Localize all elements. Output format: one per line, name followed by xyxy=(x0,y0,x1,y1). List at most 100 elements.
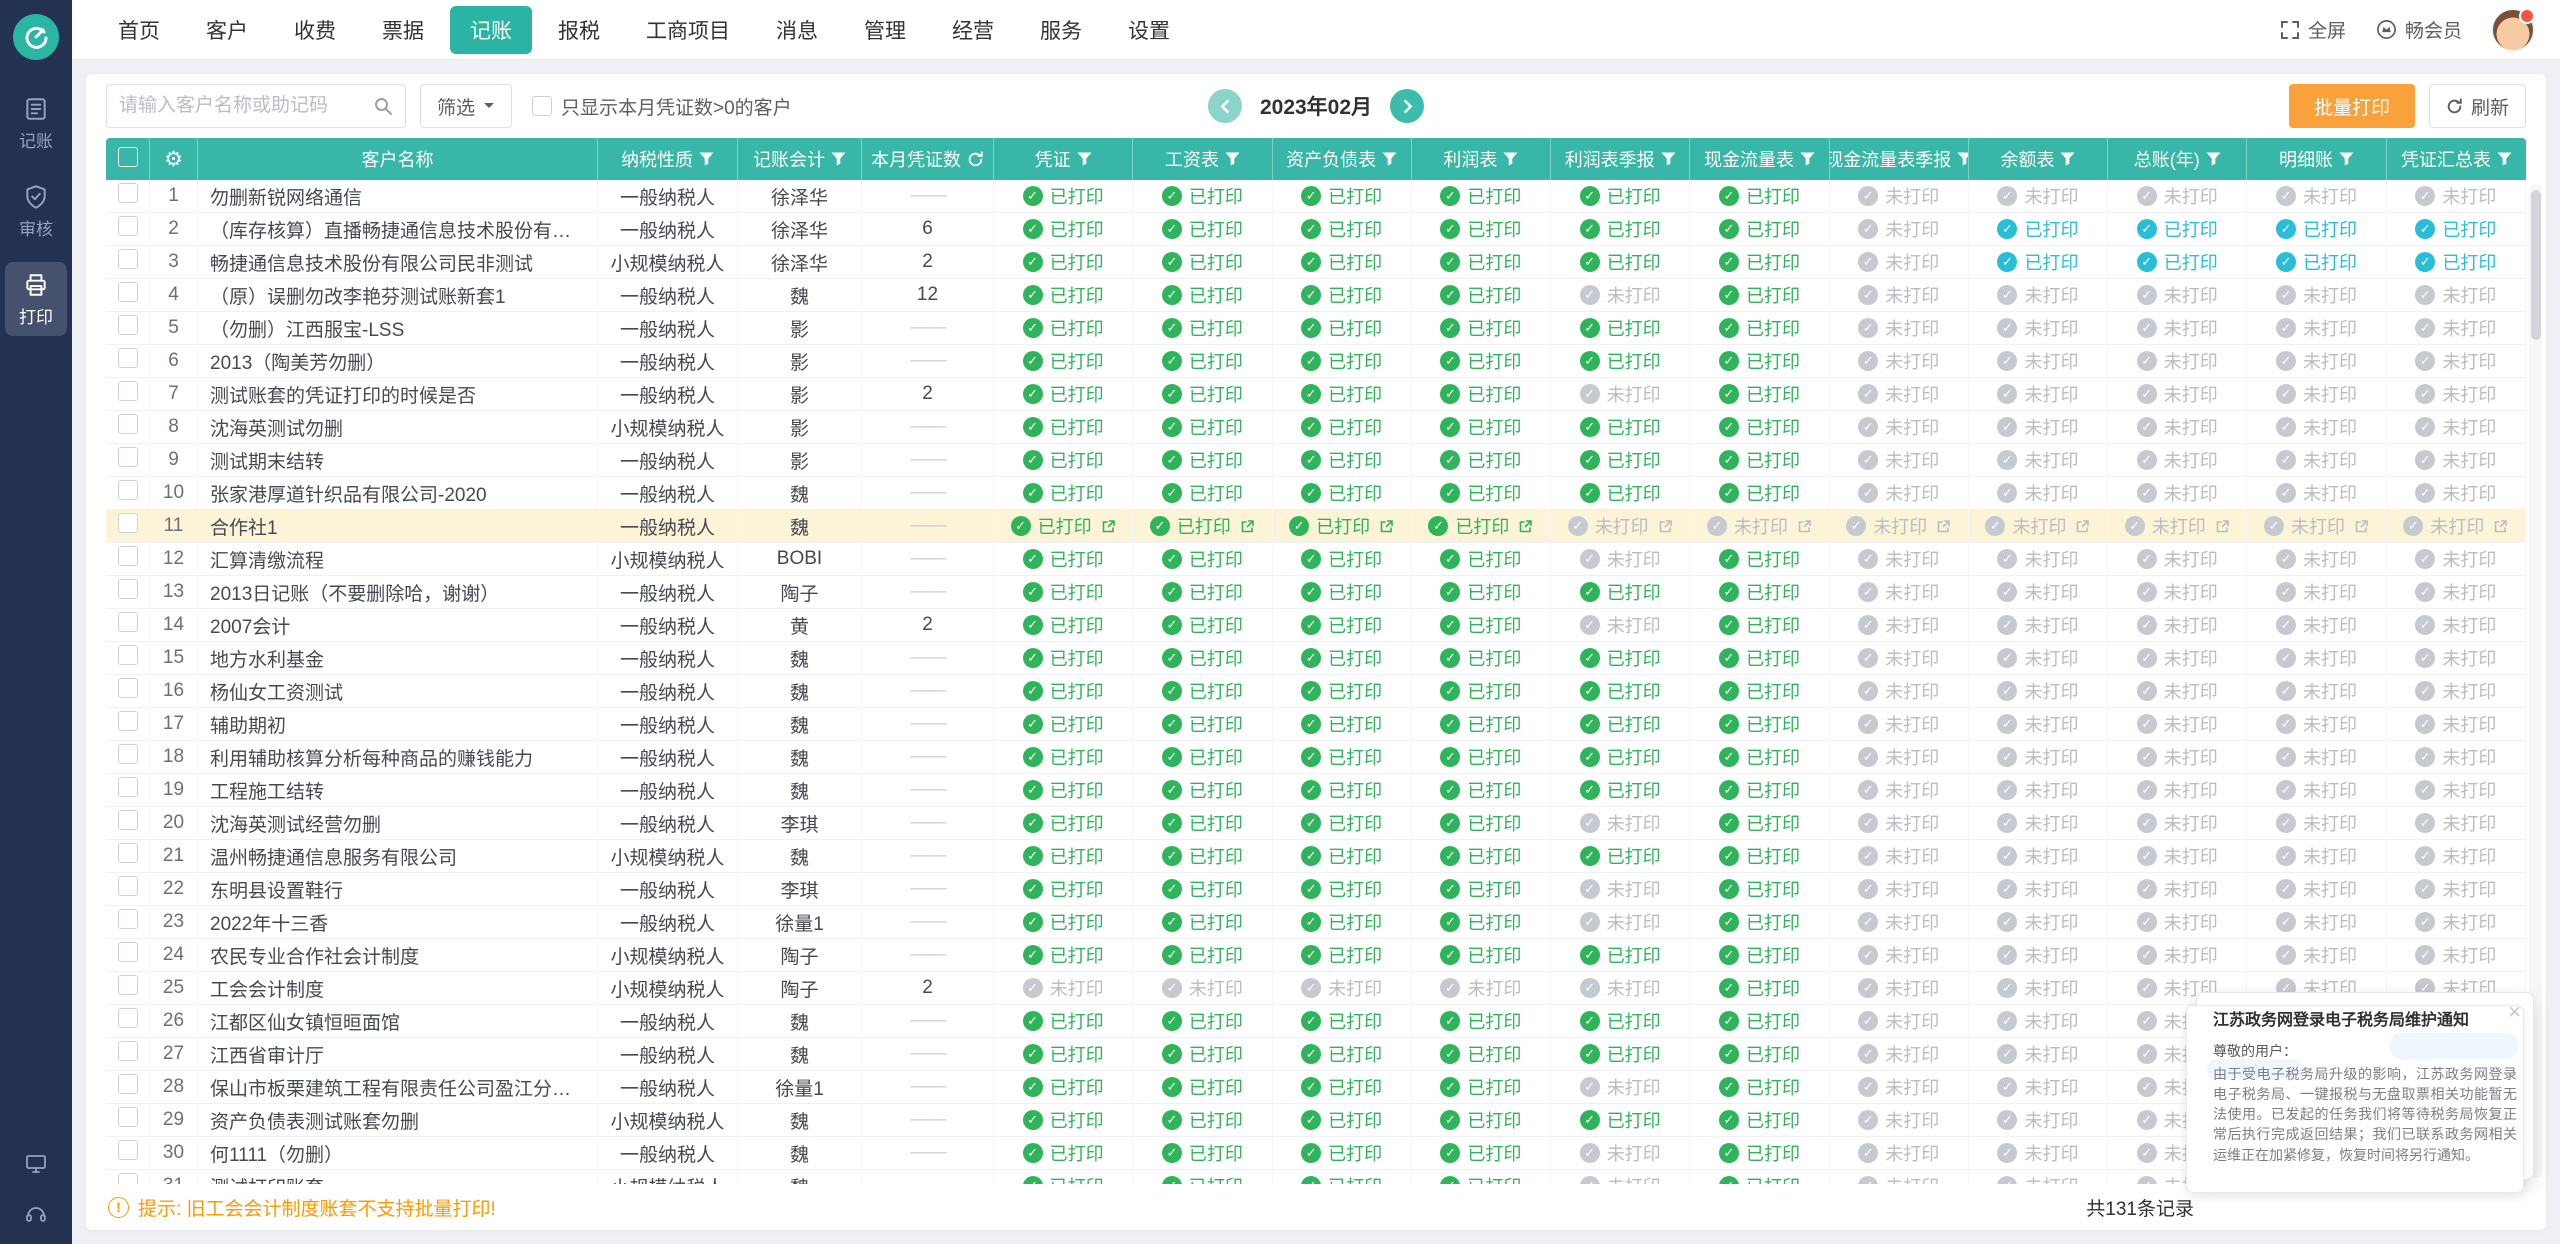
column-header-17[interactable]: 凭证汇总表 xyxy=(2386,138,2526,180)
table-row[interactable]: 18 利用辅助核算分析每种商品的赚钱能力 一般纳税人魏 —— ✓ 已打印 ✓ 已打印 ✓ 已打印 ✓… xyxy=(106,741,2526,774)
column-header-7[interactable]: 凭证 xyxy=(994,138,1134,180)
print-status-badge[interactable]: ✓ 已打印 xyxy=(1149,513,1255,539)
print-status-badge[interactable]: ✓ 已打印 xyxy=(1022,1008,1104,1034)
print-status-badge[interactable]: ✓ 已打印 xyxy=(1301,546,1382,572)
print-status-badge[interactable]: ✓ 未打印 xyxy=(2415,183,2496,209)
print-status-badge[interactable]: ✓ 未打印 xyxy=(1579,381,1661,407)
print-status-badge[interactable]: ✓ 已打印 xyxy=(1161,876,1243,902)
print-status-badge[interactable]: ✓ 已打印 xyxy=(1301,777,1382,803)
print-status-badge[interactable]: ✓ 已打印 xyxy=(1301,1173,1382,1184)
table-row[interactable]: 4 （原）误删勿改李艳芬测试账新套1 一般纳税人魏 12 ✓ 已打印 ✓ 已打印 ✓ 已打印 ✓ 已打… xyxy=(106,279,2526,312)
column-header-8[interactable]: 工资表 xyxy=(1133,138,1273,180)
print-status-badge[interactable]: ✓ 已打印 xyxy=(1161,744,1243,770)
print-status-badge[interactable]: ✓ 已打印 xyxy=(1579,315,1661,341)
print-status-badge[interactable]: ✓ 未打印 xyxy=(1579,975,1661,1001)
print-status-badge[interactable]: ✓ 未打印 xyxy=(1997,1140,2078,1166)
nav-item-6[interactable]: 报税 xyxy=(558,19,600,43)
print-status-badge[interactable]: ✓ 未打印 xyxy=(2124,513,2230,539)
print-status-badge[interactable]: ✓ 已打印 xyxy=(1022,579,1104,605)
print-status-badge[interactable]: ✓ 已打印 xyxy=(1440,546,1521,572)
table-row[interactable]: 17 辅助期初 一般纳税人魏 —— ✓ 已打印 ✓ 已打印 ✓ 已打印 ✓ 已打印 ✓ 已打印 ✓ 已打印 ✓ 未… xyxy=(106,708,2526,741)
print-status-badge[interactable]: ✓ 未打印 xyxy=(1579,810,1661,836)
print-status-badge[interactable]: ✓ 已打印 xyxy=(1440,183,1521,209)
print-status-badge[interactable]: ✓ 未打印 xyxy=(2136,909,2218,935)
row-checkbox-cell[interactable] xyxy=(106,1104,150,1137)
print-status-badge[interactable]: ✓ 未打印 xyxy=(1997,381,2078,407)
next-month-button[interactable] xyxy=(1390,89,1425,123)
print-status-badge[interactable]: ✓ 已打印 xyxy=(1440,612,1521,638)
print-status-badge[interactable]: ✓ 未打印 xyxy=(2276,909,2357,935)
print-status-badge[interactable]: ✓ 已打印 xyxy=(1440,1107,1521,1133)
app-logo-icon[interactable] xyxy=(13,14,59,60)
row-checkbox[interactable] xyxy=(117,678,138,698)
print-status-badge[interactable]: ✓ 未打印 xyxy=(2136,414,2218,440)
print-status-badge[interactable]: ✓ 已打印 xyxy=(1718,942,1800,968)
refresh-icon[interactable] xyxy=(967,150,984,168)
print-status-badge[interactable]: ✓ 已打印 xyxy=(1161,1107,1243,1133)
only-with-vouchers-checkbox[interactable]: 只显示本月凭证数>0的客户 xyxy=(532,93,792,120)
print-status-badge[interactable]: ✓ 已打印 xyxy=(1440,315,1521,341)
print-status-badge[interactable]: ✓ 未打印 xyxy=(2276,579,2357,605)
print-status-badge[interactable]: ✓ 已打印 xyxy=(1022,216,1104,242)
print-status-badge[interactable]: ✓ 已打印 xyxy=(1022,744,1104,770)
nav-item-8[interactable]: 消息 xyxy=(776,19,818,43)
print-status-badge[interactable]: ✓ 未打印 xyxy=(1858,810,1939,836)
print-status-badge[interactable]: ✓ 未打印 xyxy=(1858,315,1939,341)
print-status-badge[interactable]: ✓ 已打印 xyxy=(1161,381,1243,407)
print-status-badge[interactable]: ✓ 未打印 xyxy=(2276,876,2357,902)
table-row[interactable]: 10 张家港厚道针织品有限公司-2020 一般纳税人魏 —— ✓ 已打印 ✓ 已打印 ✓ 已打印 ✓… xyxy=(106,477,2526,510)
print-status-badge[interactable]: ✓ 未打印 xyxy=(1579,1074,1661,1100)
customer-name[interactable]: 东明县设置鞋行 xyxy=(198,873,598,906)
print-status-badge[interactable]: ✓ 已打印 xyxy=(1440,843,1521,869)
print-status-badge[interactable]: ✓ 已打印 xyxy=(1301,1140,1382,1166)
print-status-badge[interactable]: ✓ 已打印 xyxy=(1579,711,1661,737)
print-status-badge[interactable]: ✓ 已打印 xyxy=(1718,579,1800,605)
print-status-badge[interactable]: ✓ 未打印 xyxy=(2136,381,2218,407)
table-row[interactable]: 11 合作社1 一般纳税人魏 —— ✓ 已打印 ✓ 已打印 ✓ 已打印 ✓ 已打印 ✓ 未打印 ✓ 未打印 ✓ 未… xyxy=(106,510,2526,543)
print-status-badge[interactable]: ✓ 未打印 xyxy=(1997,1173,2078,1184)
column-settings-header[interactable]: ⚙ xyxy=(150,138,198,180)
row-checkbox-cell[interactable] xyxy=(106,246,150,279)
print-status-badge[interactable]: ✓ 未打印 xyxy=(2415,612,2496,638)
scrollbar-thumb[interactable] xyxy=(2530,190,2541,340)
nav-item-3[interactable]: 收费 xyxy=(294,19,336,43)
print-status-badge[interactable]: ✓ 已打印 xyxy=(1301,348,1382,374)
print-status-badge[interactable]: ✓ 未打印 xyxy=(2276,843,2357,869)
print-status-badge[interactable]: ✓ 已打印 xyxy=(1022,1173,1104,1184)
customer-name[interactable]: 地方水利基金 xyxy=(198,642,598,675)
print-status-badge[interactable]: ✓ 未打印 xyxy=(2276,612,2357,638)
print-status-badge[interactable]: ✓ 已打印 xyxy=(1579,249,1661,275)
print-status-badge[interactable]: ✓ 未打印 xyxy=(2415,810,2496,836)
table-row[interactable]: 22 东明县设置鞋行 一般纳税人 李琪 —— ✓ 已打印 ✓ 已打印 ✓ 已打印 ✓ 已打印 ✓ 未打印 ✓ 已… xyxy=(106,873,2526,906)
print-status-badge[interactable]: ✓ 已打印 xyxy=(1301,183,1382,209)
open-report-icon[interactable] xyxy=(1936,519,1951,534)
print-status-badge[interactable]: ✓ 已打印 xyxy=(1289,513,1394,539)
print-status-badge[interactable]: ✓ 已打印 xyxy=(1301,810,1382,836)
print-status-badge[interactable]: ✓ 未打印 xyxy=(1997,1008,2078,1034)
print-status-badge[interactable]: ✓ 已打印 xyxy=(1440,348,1521,374)
print-status-badge[interactable]: ✓ 已打印 xyxy=(1022,909,1104,935)
print-status-badge[interactable]: ✓ 未打印 xyxy=(2415,414,2496,440)
column-header-15[interactable]: 总账(年) xyxy=(2108,138,2248,180)
row-checkbox[interactable] xyxy=(117,810,138,830)
print-status-badge[interactable]: ✓ 未打印 xyxy=(2136,777,2218,803)
row-checkbox-cell[interactable] xyxy=(106,345,150,378)
print-status-badge[interactable]: ✓ 已打印 xyxy=(1301,447,1382,473)
customer-name[interactable]: 2022年十三香 xyxy=(198,906,598,939)
print-status-badge[interactable]: ✓ 未打印 xyxy=(2276,546,2357,572)
print-status-badge[interactable]: ✓ 已打印 xyxy=(1022,546,1104,572)
print-status-badge[interactable]: ✓ 未打印 xyxy=(1858,1107,1939,1133)
customer-name[interactable]: 张家港厚道针织品有限公司-2020 xyxy=(198,477,598,510)
print-status-badge[interactable]: ✓ 已打印 xyxy=(1301,381,1382,407)
print-status-badge[interactable]: ✓ 已打印 xyxy=(1161,1074,1243,1100)
row-checkbox-cell[interactable] xyxy=(106,312,150,345)
print-status-badge[interactable]: ✓ 已打印 xyxy=(1301,645,1382,671)
gear-icon[interactable]: ⚙ xyxy=(164,147,183,171)
print-status-badge[interactable]: ✓ 未打印 xyxy=(2415,942,2496,968)
row-checkbox-cell[interactable] xyxy=(106,213,150,246)
print-status-badge[interactable]: ✓ 已打印 xyxy=(1440,480,1521,506)
sidebar-item-2[interactable]: 审核 xyxy=(5,174,67,248)
print-status-badge[interactable]: ✓ 已打印 xyxy=(1022,1041,1104,1067)
print-status-badge[interactable]: ✓ 已打印 xyxy=(1161,447,1243,473)
print-status-badge[interactable]: ✓ 已打印 xyxy=(1301,678,1382,704)
